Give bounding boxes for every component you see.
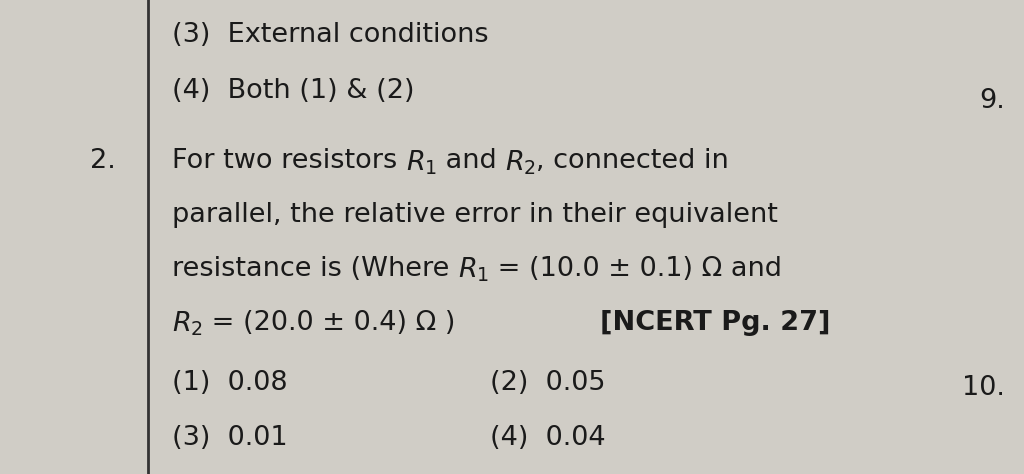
Text: (4)  0.04: (4) 0.04 <box>490 425 605 451</box>
Text: parallel, the relative error in their equivalent: parallel, the relative error in their eq… <box>172 202 778 228</box>
Text: (3)  0.01: (3) 0.01 <box>172 425 288 451</box>
Text: (4)  Both (1) & (2): (4) Both (1) & (2) <box>172 78 415 104</box>
Text: resistance is (Where: resistance is (Where <box>172 256 458 282</box>
Text: $R_1$: $R_1$ <box>458 256 489 284</box>
Text: 10.: 10. <box>963 375 1005 401</box>
Text: For two resistors: For two resistors <box>172 148 406 174</box>
Text: , connected in: , connected in <box>537 148 729 174</box>
Text: and: and <box>437 148 506 174</box>
Text: [NCERT Pg. 27]: [NCERT Pg. 27] <box>600 310 830 336</box>
Text: = (20.0 ± 0.4) Ω ): = (20.0 ± 0.4) Ω ) <box>203 310 456 336</box>
Text: $R_2$: $R_2$ <box>172 310 203 338</box>
Text: (1)  0.08: (1) 0.08 <box>172 370 288 396</box>
Text: 2.: 2. <box>90 148 116 174</box>
Text: $R_1$: $R_1$ <box>406 148 437 176</box>
Text: (3)  External conditions: (3) External conditions <box>172 22 488 48</box>
Text: $R_2$: $R_2$ <box>506 148 537 176</box>
Text: = (10.0 ± 0.1) Ω and: = (10.0 ± 0.1) Ω and <box>489 256 782 282</box>
Text: 9.: 9. <box>979 88 1005 114</box>
Text: (2)  0.05: (2) 0.05 <box>490 370 605 396</box>
